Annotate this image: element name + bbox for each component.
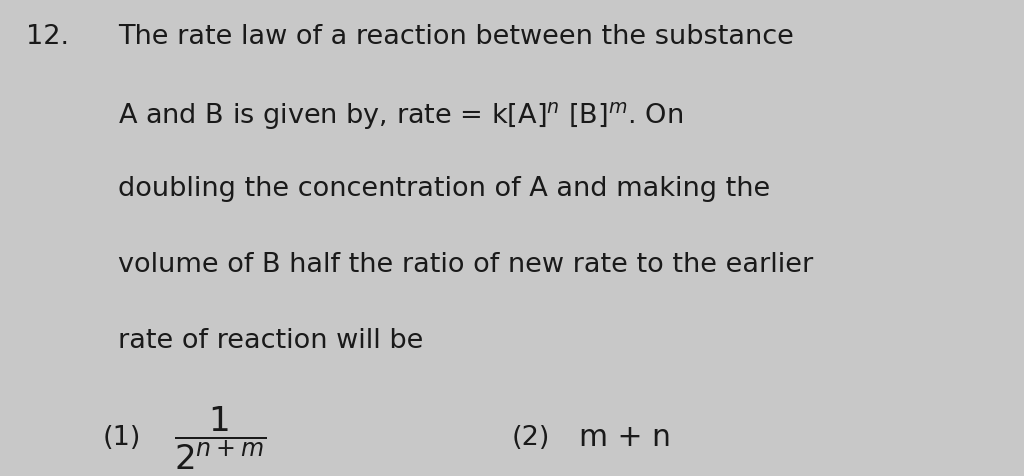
Text: doubling the concentration of A and making the: doubling the concentration of A and maki… <box>118 176 770 202</box>
Text: volume of B half the ratio of new rate to the earlier: volume of B half the ratio of new rate t… <box>118 252 813 278</box>
Text: (2): (2) <box>512 425 550 451</box>
Text: m + n: m + n <box>579 424 671 452</box>
Text: rate of reaction will be: rate of reaction will be <box>118 328 423 355</box>
Text: The rate law of a reaction between the substance: The rate law of a reaction between the s… <box>118 24 794 50</box>
Text: $\dfrac{1}{2^{n+m}}$: $\dfrac{1}{2^{n+m}}$ <box>174 404 266 472</box>
Text: A and B is given by, rate = k[A]$^n$ [B]$^m$. On: A and B is given by, rate = k[A]$^n$ [B]… <box>118 100 683 132</box>
Text: (1): (1) <box>102 425 140 451</box>
Text: 12.: 12. <box>26 24 69 50</box>
